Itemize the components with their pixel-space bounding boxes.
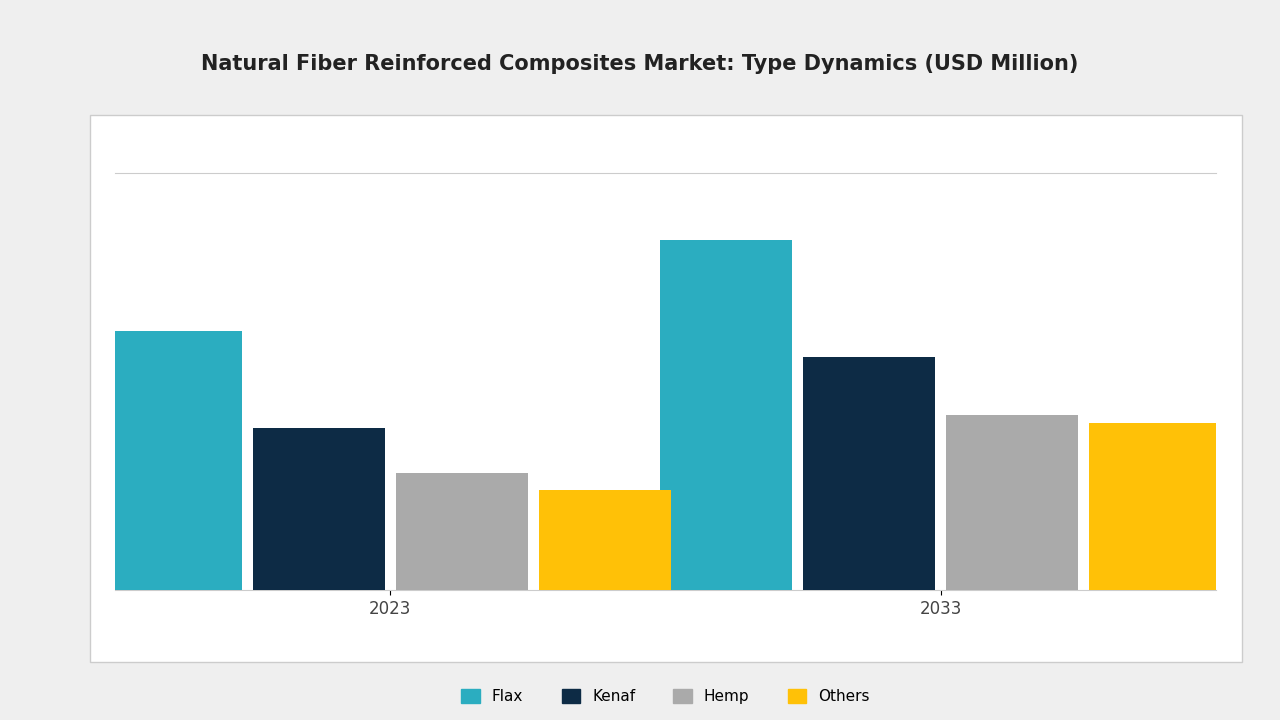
- Bar: [539, 490, 671, 590]
- Bar: [253, 428, 385, 590]
- Bar: [110, 331, 242, 590]
- Bar: [660, 240, 792, 590]
- Bar: [1089, 423, 1221, 590]
- Legend: Flax, Kenaf, Hemp, Others: Flax, Kenaf, Hemp, Others: [453, 682, 878, 712]
- Bar: [396, 474, 529, 590]
- Text: Natural Fiber Reinforced Composites Market: Type Dynamics (USD Million): Natural Fiber Reinforced Composites Mark…: [201, 54, 1079, 74]
- Bar: [946, 415, 1078, 590]
- Bar: [804, 356, 936, 590]
